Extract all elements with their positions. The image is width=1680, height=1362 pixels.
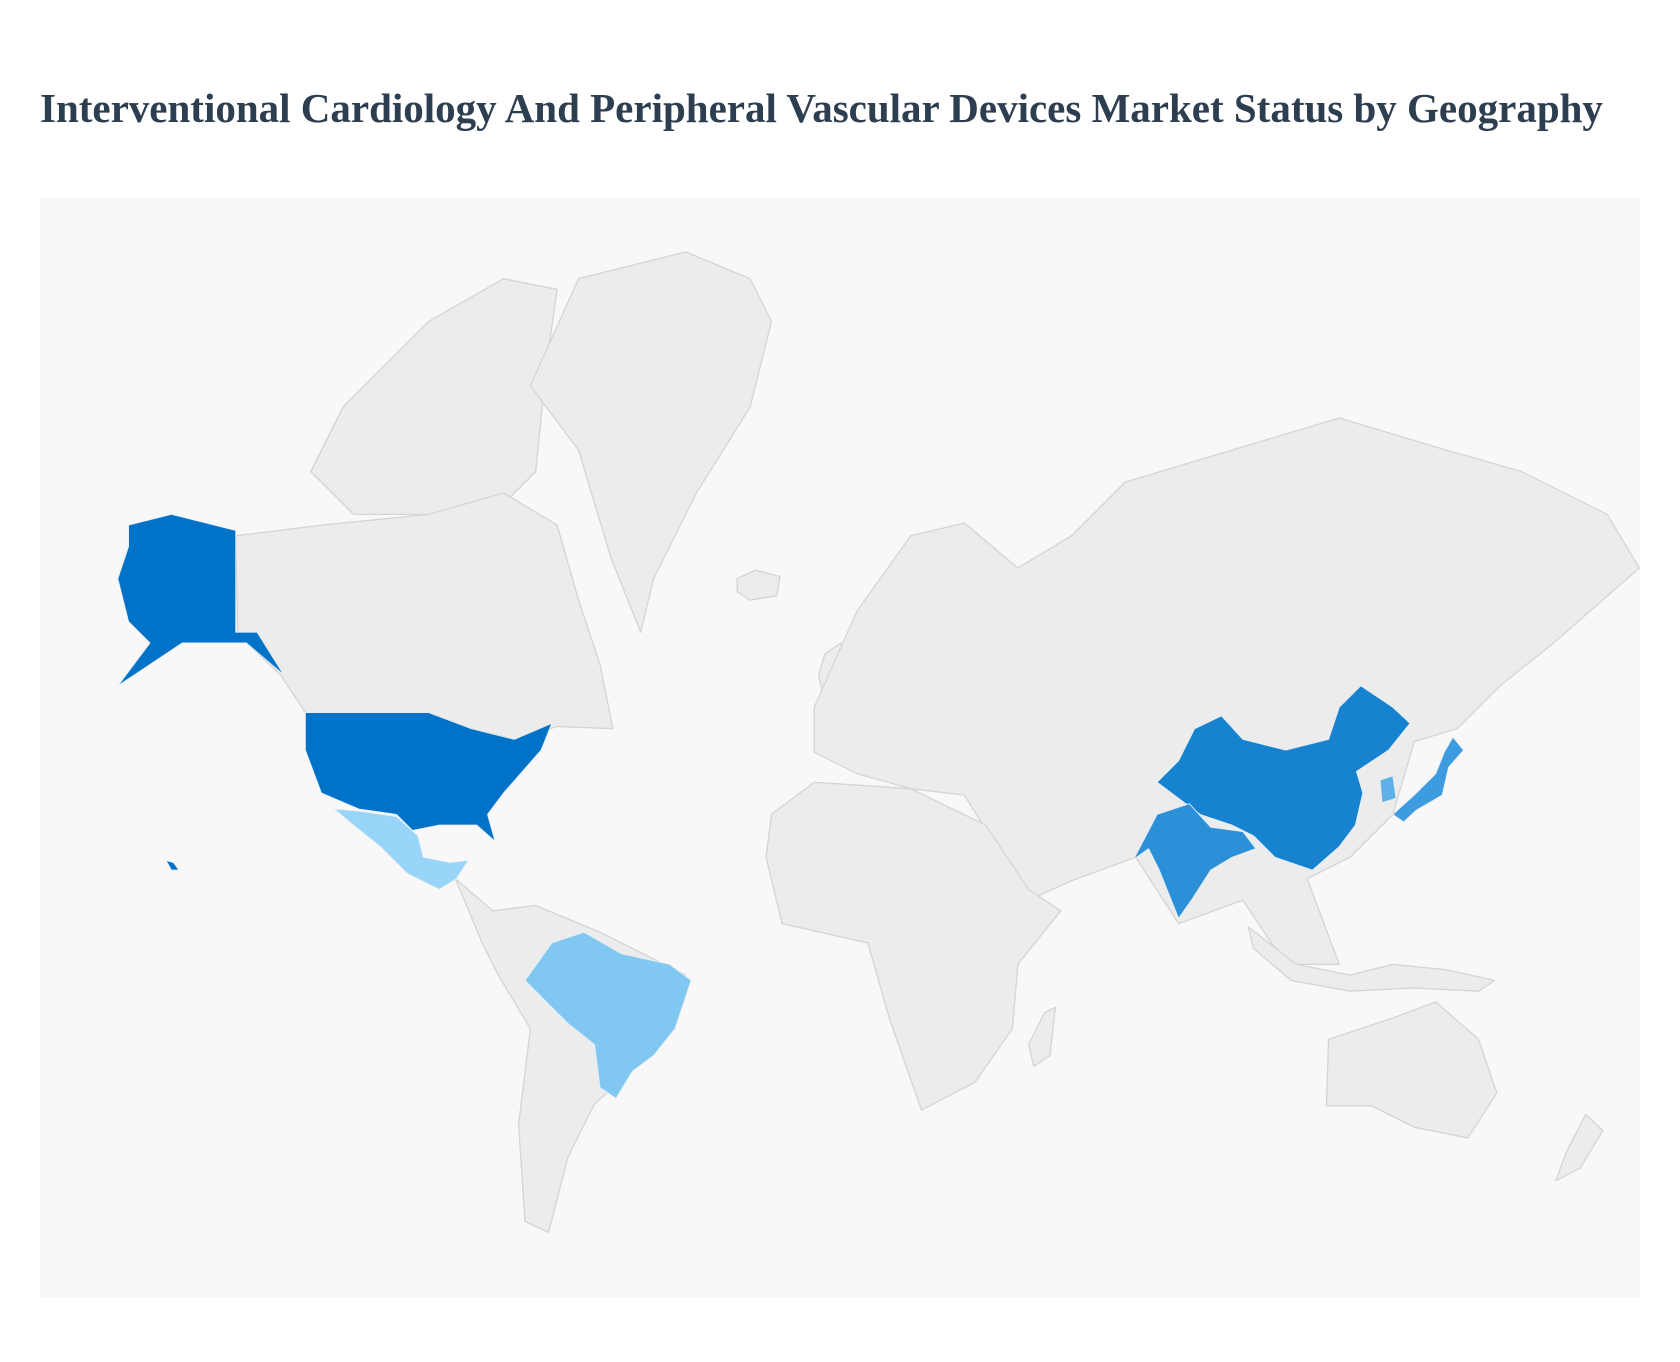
region-iceland bbox=[736, 569, 781, 601]
region-usa[interactable] bbox=[304, 712, 553, 842]
region-australia bbox=[1325, 1001, 1498, 1139]
region-mexico[interactable] bbox=[333, 808, 469, 890]
region-brazil[interactable] bbox=[524, 931, 692, 1099]
region-greenland bbox=[529, 251, 773, 633]
highlighted-countries bbox=[117, 513, 1464, 1099]
region-indonesia bbox=[1247, 926, 1496, 992]
region-arctic-islands bbox=[310, 278, 558, 516]
page-title: Interventional Cardiology And Peripheral… bbox=[40, 85, 1603, 131]
region-japan[interactable] bbox=[1392, 736, 1464, 823]
region-india[interactable] bbox=[1133, 803, 1257, 919]
region-china[interactable] bbox=[1156, 685, 1411, 871]
region-hawaii[interactable] bbox=[165, 860, 180, 871]
region-alaska[interactable] bbox=[117, 513, 285, 687]
region-africa bbox=[765, 781, 1062, 1111]
region-new-zealand bbox=[1555, 1113, 1604, 1182]
region-madagascar bbox=[1027, 1006, 1056, 1067]
region-canada bbox=[235, 492, 614, 741]
region-south-korea[interactable] bbox=[1379, 775, 1397, 804]
